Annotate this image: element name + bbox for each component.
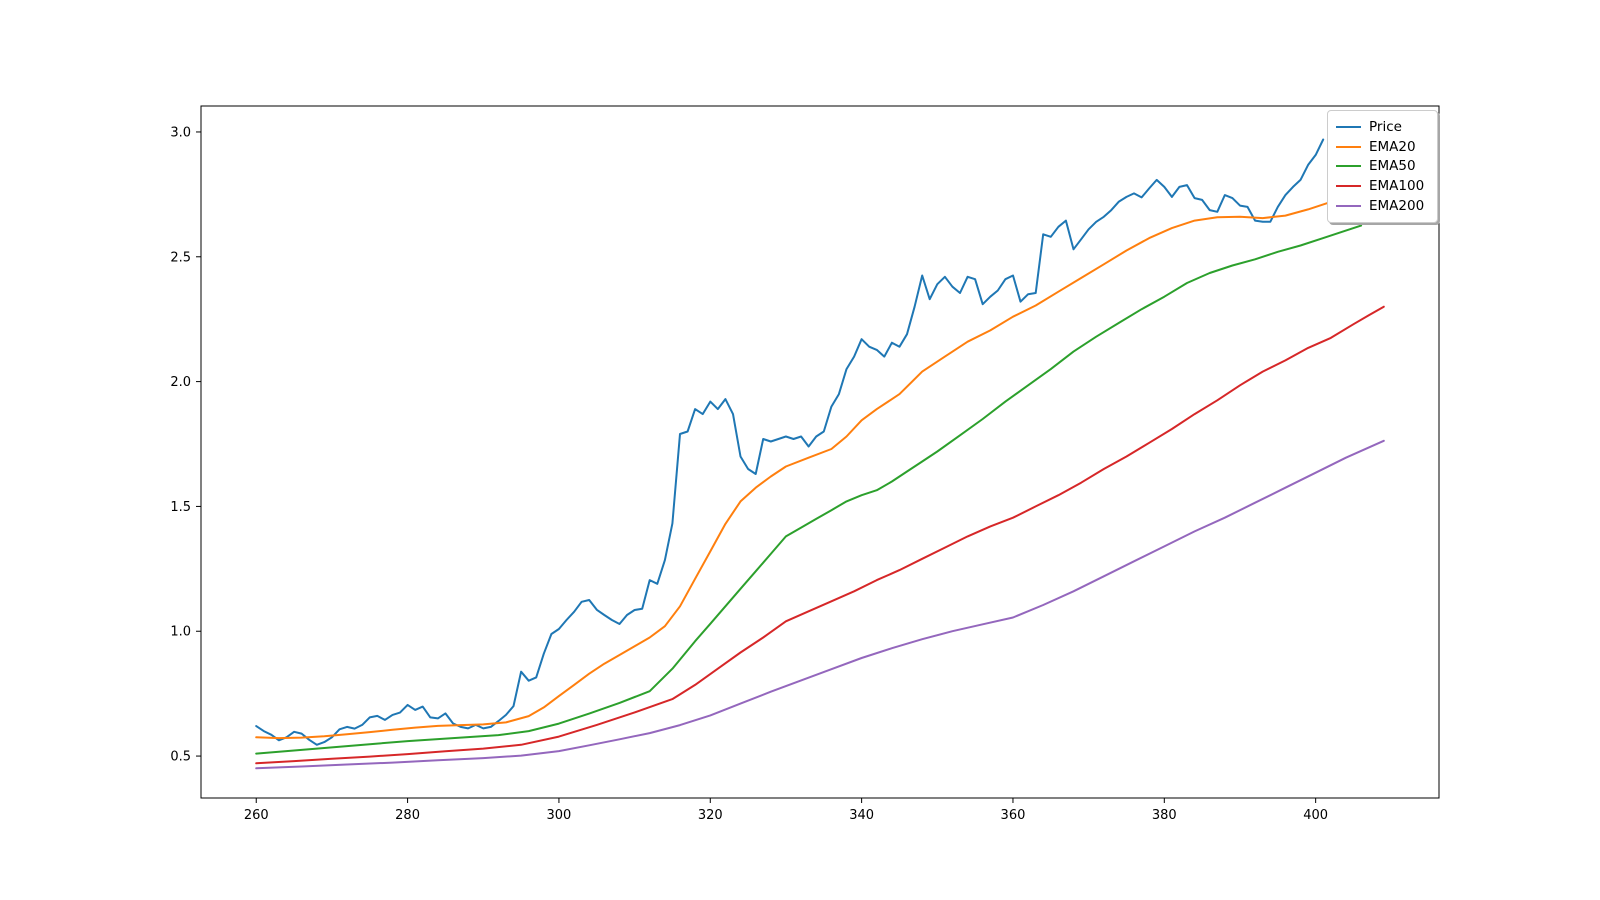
y-tick-label: 0.5 [170,750,191,765]
legend-label: Price [1369,118,1402,135]
x-tick-label: 320 [698,808,723,823]
x-tick-label: 340 [849,808,874,823]
legend-line-sample [1336,165,1361,168]
legend-line-sample [1336,145,1361,148]
y-tick-label: 2.5 [170,250,191,265]
x-tick-label: 400 [1303,808,1328,823]
series-line-price [255,138,1325,746]
series-line-ema50 [255,224,1363,755]
legend-label: EMA100 [1369,178,1425,195]
legend-item-ema100: EMA100 [1336,176,1427,196]
legend-item-ema50: EMA50 [1336,157,1427,177]
legend-label: EMA50 [1369,158,1416,175]
legend: Price EMA20 EMA50 EMA100 EMA200 [1327,110,1438,223]
y-tick-label: 1.5 [170,500,191,515]
legend-line-sample [1336,205,1361,208]
y-tick-label: 1.0 [170,625,191,640]
series-line-ema100 [255,305,1385,765]
x-tick-label: 360 [1001,808,1026,823]
legend-item-price: Price [1336,117,1427,137]
y-tick-label: 3.0 [170,125,191,140]
legend-item-ema20: EMA20 [1336,137,1427,157]
x-tick-label: 280 [395,808,420,823]
x-tick-label: 300 [547,808,572,823]
series-line-ema20 [255,194,1355,740]
legend-line-sample [1336,125,1361,128]
series-line-ema200 [255,439,1385,770]
plot-border [200,105,1440,799]
y-tick-label: 2.0 [170,375,191,390]
legend-line-sample [1336,185,1361,188]
legend-item-ema200: EMA200 [1336,196,1427,216]
x-tick-label: 260 [244,808,269,823]
legend-label: EMA200 [1369,198,1425,215]
legend-label: EMA20 [1369,138,1416,155]
x-tick-label: 380 [1152,808,1177,823]
